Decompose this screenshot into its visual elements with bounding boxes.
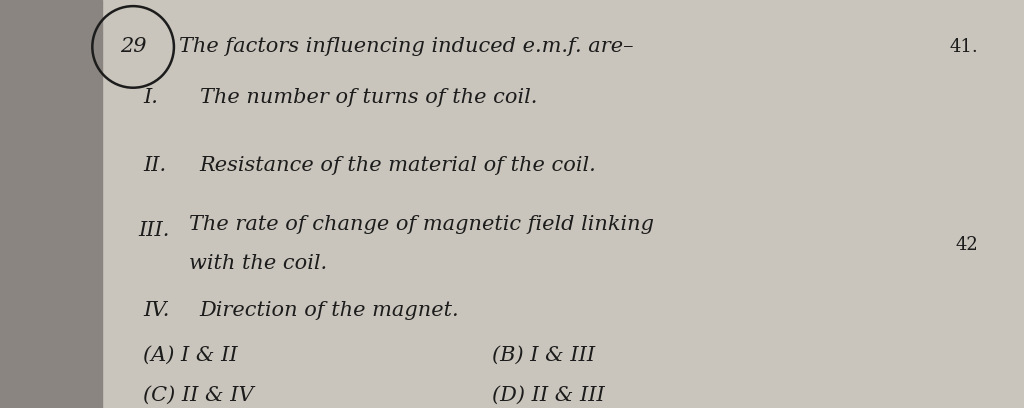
Text: Direction of the magnet.: Direction of the magnet. bbox=[200, 301, 460, 319]
Text: (A) I & II: (A) I & II bbox=[143, 346, 238, 364]
Text: 42: 42 bbox=[955, 236, 978, 254]
Text: II.: II. bbox=[143, 156, 167, 175]
Text: Resistance of the material of the coil.: Resistance of the material of the coil. bbox=[200, 156, 596, 175]
Text: 41.: 41. bbox=[949, 38, 978, 56]
Text: (D) II & III: (D) II & III bbox=[492, 386, 604, 405]
Text: (B) I & III: (B) I & III bbox=[492, 346, 595, 364]
Text: The number of turns of the coil.: The number of turns of the coil. bbox=[200, 89, 537, 107]
Text: I.: I. bbox=[143, 89, 159, 107]
Text: The rate of change of magnetic field linking: The rate of change of magnetic field lin… bbox=[189, 215, 654, 234]
Text: III.: III. bbox=[138, 221, 170, 240]
Text: The factors influencing induced e.m.f. are–: The factors influencing induced e.m.f. a… bbox=[179, 38, 634, 56]
Text: with the coil.: with the coil. bbox=[189, 254, 328, 273]
Text: (C) II & IV: (C) II & IV bbox=[143, 386, 254, 405]
Text: 29: 29 bbox=[120, 38, 146, 56]
Text: IV.: IV. bbox=[143, 301, 170, 319]
